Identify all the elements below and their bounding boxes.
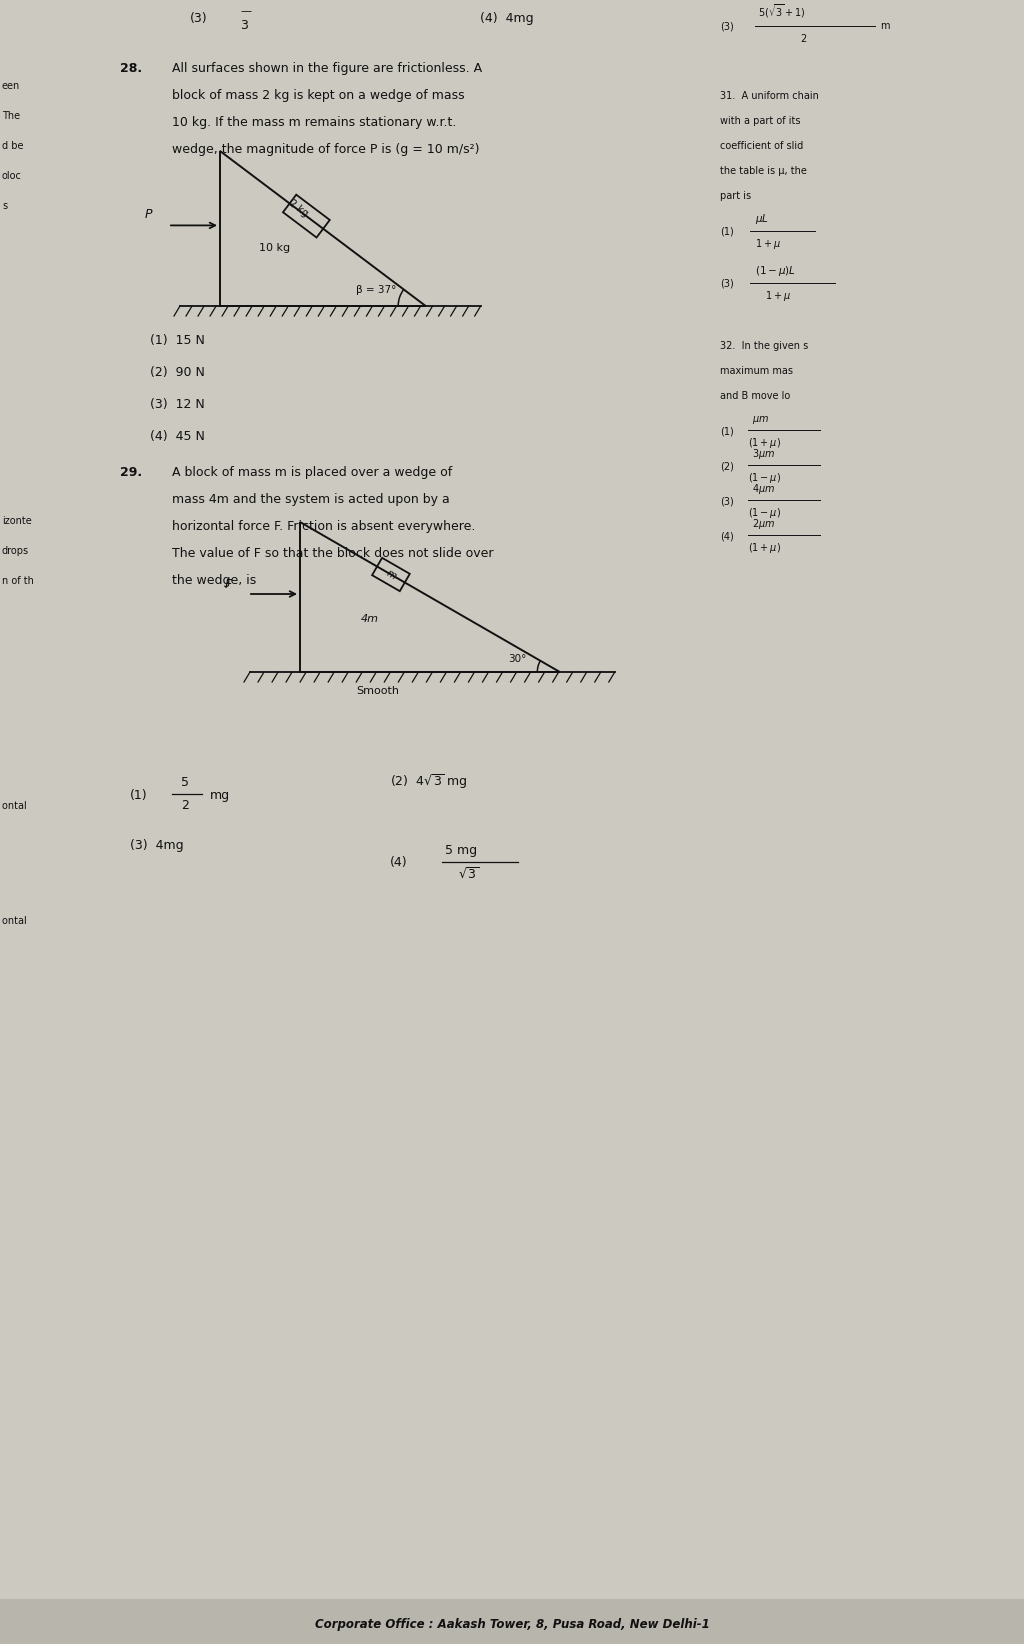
Text: The: The — [2, 112, 20, 122]
Text: β = 37°: β = 37° — [355, 284, 396, 294]
Text: All surfaces shown in the figure are frictionless. A: All surfaces shown in the figure are fri… — [172, 62, 482, 76]
Text: ⁠ontal: ⁠ontal — [2, 916, 27, 926]
Text: 5 mg: 5 mg — [445, 843, 477, 857]
Text: Corporate Office : Aakash Tower, 8, Pusa Road, New Delhi-1: Corporate Office : Aakash Tower, 8, Pusa… — [314, 1618, 710, 1631]
Text: (2)  90 N: (2) 90 N — [150, 367, 205, 380]
Text: mg: mg — [210, 789, 230, 802]
Text: $1+\mu$: $1+\mu$ — [755, 237, 781, 252]
Text: drops: drops — [2, 546, 29, 556]
Text: The value of F so that the block does not slide over: The value of F so that the block does no… — [172, 547, 494, 561]
Text: F: F — [225, 579, 232, 590]
Text: $(1-\mu)$: $(1-\mu)$ — [748, 506, 781, 520]
Text: (1)  15 N: (1) 15 N — [150, 334, 205, 347]
Text: 10 kg. If the mass m remains stationary w.r.t.: 10 kg. If the mass m remains stationary … — [172, 117, 457, 128]
Text: coefficient of slid: coefficient of slid — [720, 141, 803, 151]
Text: mass 4m and the system is acted upon by a: mass 4m and the system is acted upon by … — [172, 493, 450, 506]
Text: $\mu L$: $\mu L$ — [755, 212, 769, 225]
Text: 10 kg: 10 kg — [259, 243, 291, 253]
Text: (1): (1) — [720, 225, 734, 237]
Text: (4): (4) — [720, 531, 734, 541]
Text: (3): (3) — [190, 12, 208, 25]
Text: (2)  $4\sqrt{3}$ mg: (2) $4\sqrt{3}$ mg — [390, 773, 468, 791]
Text: 5: 5 — [181, 776, 189, 789]
Text: $(1+\mu)$: $(1+\mu)$ — [748, 541, 781, 556]
Text: with a part of its: with a part of its — [720, 117, 801, 127]
Text: (3): (3) — [720, 496, 734, 506]
Text: $4\mu m$: $4\mu m$ — [752, 482, 775, 496]
Text: horizontal force F. Friction is absent everywhere.: horizontal force F. Friction is absent e… — [172, 520, 475, 533]
Text: block of mass 2 kg is kept on a wedge of mass: block of mass 2 kg is kept on a wedge of… — [172, 89, 465, 102]
Text: 3: 3 — [240, 20, 248, 31]
Text: $5(\sqrt{3}+1)$: $5(\sqrt{3}+1)$ — [758, 2, 806, 20]
Text: 31.  A uniform chain: 31. A uniform chain — [720, 90, 819, 100]
FancyBboxPatch shape — [0, 1600, 1024, 1644]
Text: 30°: 30° — [508, 654, 526, 664]
Text: $\sqrt{3}$: $\sqrt{3}$ — [458, 866, 479, 881]
Text: (4): (4) — [390, 857, 408, 870]
Text: maximum mas: maximum mas — [720, 367, 793, 376]
Text: izonte: izonte — [2, 516, 32, 526]
Text: 2: 2 — [181, 799, 189, 812]
Text: 2 kg: 2 kg — [287, 197, 310, 219]
Text: 29.: 29. — [120, 465, 142, 478]
Text: (1): (1) — [720, 426, 734, 436]
Text: A block of mass m is placed over a wedge of: A block of mass m is placed over a wedge… — [172, 465, 453, 478]
Text: $(1-\mu)$: $(1-\mu)$ — [748, 470, 781, 485]
Text: 32.  In the given s: 32. In the given s — [720, 340, 808, 352]
Text: $2\mu m$: $2\mu m$ — [752, 516, 775, 531]
Text: (1): (1) — [130, 789, 147, 802]
Text: 28.: 28. — [120, 62, 142, 76]
Text: (3): (3) — [720, 21, 734, 31]
Text: m: m — [880, 21, 890, 31]
Text: the wedge, is: the wedge, is — [172, 574, 256, 587]
Text: Smooth: Smooth — [356, 686, 399, 695]
Text: d be: d be — [2, 141, 24, 151]
Text: ⁠ontal: ⁠ontal — [2, 801, 27, 810]
Text: part is: part is — [720, 191, 752, 201]
Text: —: — — [240, 7, 251, 16]
Text: (2): (2) — [720, 460, 734, 470]
Text: s: s — [2, 201, 7, 210]
Text: n of th: n of th — [2, 575, 34, 585]
Text: (3): (3) — [720, 278, 734, 288]
Text: the table is μ, the: the table is μ, the — [720, 166, 807, 176]
Text: wedge, the magnitude of force P is (g = 10 m/s²): wedge, the magnitude of force P is (g = … — [172, 143, 479, 156]
Text: m: m — [384, 567, 397, 582]
Text: (3)  12 N: (3) 12 N — [150, 398, 205, 411]
Text: 2: 2 — [800, 35, 806, 44]
Text: $(1+\mu)$: $(1+\mu)$ — [748, 436, 781, 450]
Text: 4m: 4m — [361, 613, 379, 625]
Text: oloc: oloc — [2, 171, 22, 181]
Text: (4)  45 N: (4) 45 N — [150, 431, 205, 442]
Text: and B move lo: and B move lo — [720, 391, 791, 401]
Text: $(1-\mu)L$: $(1-\mu)L$ — [755, 265, 796, 278]
Text: P: P — [145, 209, 153, 222]
Text: (4)  4mg: (4) 4mg — [480, 12, 534, 25]
Text: $1+\mu$: $1+\mu$ — [765, 289, 791, 302]
Text: $\mu m$: $\mu m$ — [752, 414, 769, 426]
Text: (3)  4mg: (3) 4mg — [130, 838, 183, 852]
Text: $3\mu m$: $3\mu m$ — [752, 447, 775, 460]
Text: een: een — [2, 81, 20, 90]
